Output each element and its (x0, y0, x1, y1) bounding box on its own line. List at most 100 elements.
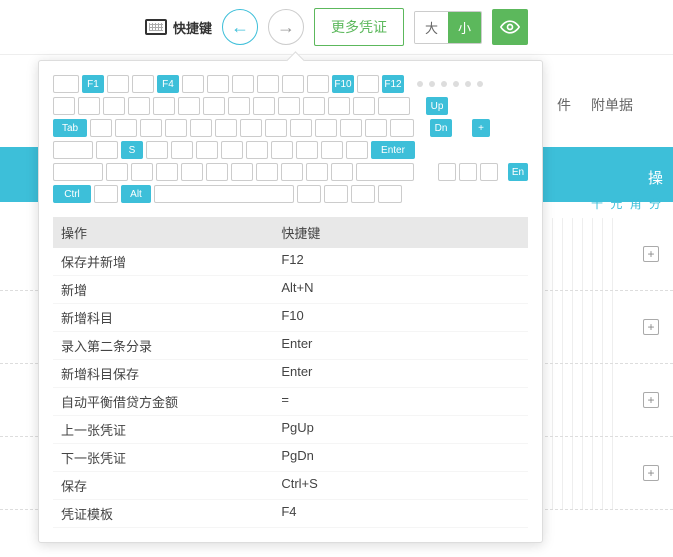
keyboard-key (257, 75, 279, 93)
keyboard-key (378, 185, 402, 203)
keyboard-key (190, 119, 212, 137)
amount-cols: 十 元 角 分 (591, 195, 663, 212)
add-row-button[interactable]: + (643, 319, 659, 335)
keyboard-key: S (121, 141, 143, 159)
keyboard-key (253, 97, 275, 115)
keyboard-key (90, 119, 112, 137)
cell-key: F4 (281, 504, 520, 523)
arrow-right-icon: → (277, 17, 295, 38)
keyboard-key (146, 141, 168, 159)
keyboard-key: F4 (157, 75, 179, 93)
keyboard-key (94, 185, 118, 203)
cell-action: 新增科目保存 (61, 364, 281, 383)
keyboard-key (357, 75, 379, 93)
keyboard-key: Up (426, 97, 448, 115)
table-header: 操作 快捷键 (53, 217, 528, 248)
keyboard-key (53, 141, 93, 159)
add-row-button[interactable]: + (643, 392, 659, 408)
cell-key: Ctrl+S (281, 476, 520, 495)
attach-area: 件 附单据 (557, 95, 633, 115)
keyboard-key (346, 141, 368, 159)
keyboard-key (140, 119, 162, 137)
keyboard-key (331, 163, 353, 181)
keyboard-key (365, 119, 387, 137)
keyboard-key (278, 97, 300, 115)
toolbar: 快捷键 ← → 更多凭证 大 小 (0, 0, 673, 55)
keyboard-key (265, 119, 287, 137)
prev-button[interactable]: ← (222, 9, 258, 45)
keyboard-key (282, 75, 304, 93)
keyboard-key: F10 (332, 75, 354, 93)
keyboard-key (53, 163, 103, 181)
cell-action: 下一张凭证 (61, 448, 281, 467)
keyboard-key (132, 75, 154, 93)
keyboard-key (196, 141, 218, 159)
keyboard-key (221, 141, 243, 159)
arrow-left-icon: ← (231, 17, 249, 38)
size-small-button[interactable]: 小 (448, 12, 481, 43)
keyboard-diagram: F1F4F10F12UpTabDn+SEnterEnCtrlAlt (53, 75, 528, 203)
keyboard-key (328, 97, 350, 115)
keyboard-key (324, 185, 348, 203)
cell-action: 新增科目 (61, 308, 281, 327)
keyboard-key (215, 119, 237, 137)
add-row-button[interactable]: + (643, 246, 659, 262)
shortcut-label[interactable]: 快捷键 (145, 18, 212, 37)
cell-action: 凭证模板 (61, 504, 281, 523)
cell-action: 保存并新增 (61, 252, 281, 271)
keyboard-key (207, 75, 229, 93)
cell-action: 上一张凭证 (61, 420, 281, 439)
keyboard-key (206, 163, 228, 181)
keyboard-key: Tab (53, 119, 87, 137)
keyboard-icon (145, 19, 167, 35)
keyboard-key: Dn (430, 119, 452, 137)
table-row: 新增Alt+N (53, 276, 528, 304)
keyboard-key (182, 75, 204, 93)
keyboard-key (353, 97, 375, 115)
size-toggle: 大 小 (414, 11, 482, 44)
keyboard-key: En (508, 163, 528, 181)
size-large-button[interactable]: 大 (415, 12, 448, 43)
keyboard-key (181, 163, 203, 181)
keyboard-key (351, 185, 375, 203)
visibility-button[interactable] (492, 9, 528, 45)
keyboard-key: Alt (121, 185, 151, 203)
keyboard-key (156, 163, 178, 181)
keyboard-key (171, 141, 193, 159)
keyboard-key (240, 119, 262, 137)
cell-action: 自动平衡借贷方金额 (61, 392, 281, 411)
keyboard-key (315, 119, 337, 137)
table-row: 新增科目F10 (53, 304, 528, 332)
keyboard-key (297, 185, 321, 203)
keyboard-key (231, 163, 253, 181)
keyboard-key (290, 119, 312, 137)
keyboard-key (281, 163, 303, 181)
keyboard-key (256, 163, 278, 181)
keyboard-key (307, 75, 329, 93)
keyboard-key (107, 75, 129, 93)
keyboard-key (356, 163, 414, 181)
table-body: 保存并新增F12新增Alt+N新增科目F10录入第二条分录Enter新增科目保存… (53, 248, 528, 528)
cell-action: 录入第二条分录 (61, 336, 281, 355)
keyboard-key (438, 163, 456, 181)
keyboard-key (103, 97, 125, 115)
cell-key: Alt+N (281, 280, 520, 299)
keyboard-key (53, 97, 75, 115)
cell-key: F12 (281, 252, 520, 271)
keyboard-key: Enter (371, 141, 415, 159)
attach-label: 附单据 (591, 95, 633, 115)
shortcut-text: 快捷键 (173, 18, 212, 37)
keyboard-key (178, 97, 200, 115)
table-row: 上一张凭证PgUp (53, 416, 528, 444)
keyboard-key (131, 163, 153, 181)
table-row: 保存并新增F12 (53, 248, 528, 276)
next-button[interactable]: → (268, 9, 304, 45)
eye-icon (500, 17, 520, 37)
table-row: 新增科目保存Enter (53, 360, 528, 388)
add-row-button[interactable]: + (643, 465, 659, 481)
cell-key: Enter (281, 336, 520, 355)
cell-action: 保存 (61, 476, 281, 495)
more-voucher-button[interactable]: 更多凭证 (314, 8, 404, 46)
keyboard-key (246, 141, 268, 159)
keyboard-key (378, 97, 410, 115)
